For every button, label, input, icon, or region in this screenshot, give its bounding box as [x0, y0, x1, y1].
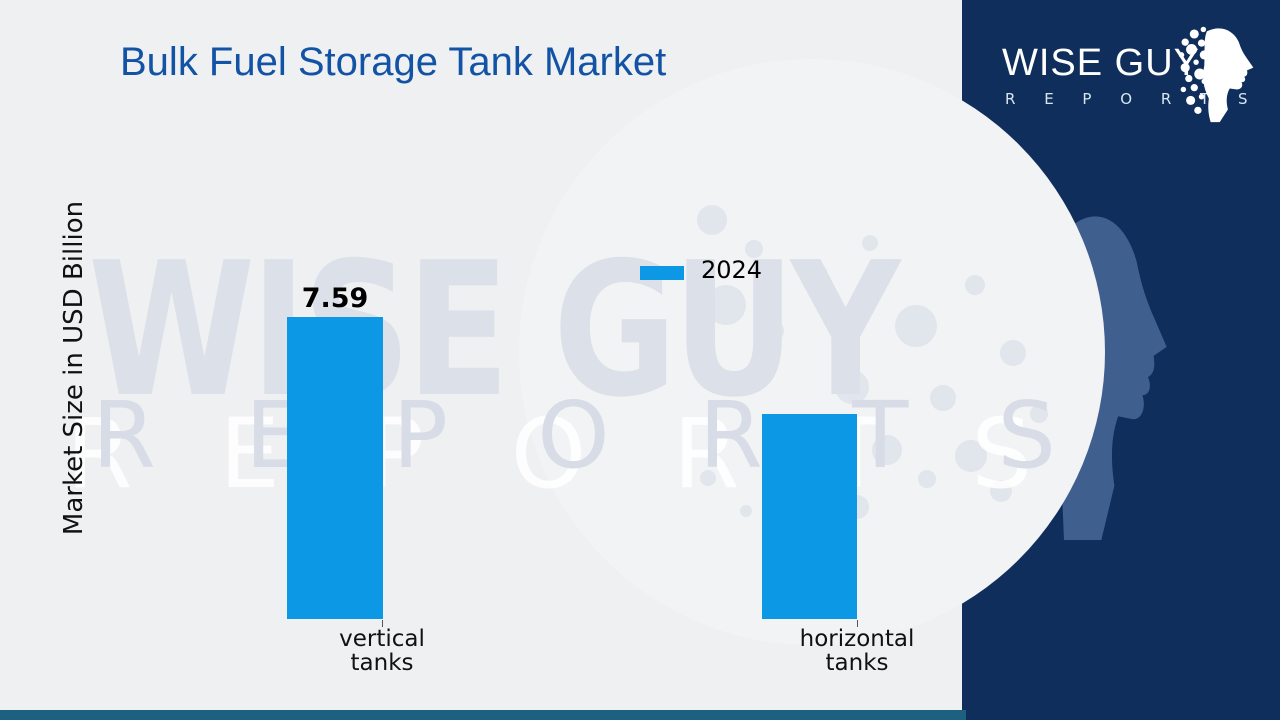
watermark-dot: [930, 385, 956, 411]
x-category-label-vertical-tanks: vertical tanks: [339, 626, 425, 676]
watermark-dot: [800, 262, 828, 290]
x-tick: [382, 620, 383, 627]
watermark-dot: [700, 470, 716, 486]
bottom-accent-bar: [0, 710, 966, 720]
x-tick: [857, 620, 858, 627]
watermark-dot: [740, 505, 752, 517]
watermark-dot: [918, 470, 936, 488]
watermark-dot: [965, 275, 985, 295]
watermark-dot: [745, 240, 763, 258]
watermark-reports-text-white: R E P O R T S: [66, 398, 1061, 510]
watermark-dot: [835, 370, 869, 404]
logo-wiseguy-text: WISE GUY: [1002, 42, 1201, 84]
bar-horizontal-tanks: [762, 414, 857, 619]
watermark-dot: [1000, 340, 1026, 366]
logo-face-icon: [1178, 26, 1254, 123]
watermark-dot: [955, 440, 987, 472]
page-title: Bulk Fuel Storage Tank Market: [120, 40, 667, 84]
x-category-label-horizontal-tanks: horizontal tanks: [799, 626, 915, 676]
legend: 2024: [640, 256, 762, 284]
watermark-dot: [895, 305, 937, 347]
watermark-dot: [872, 435, 902, 465]
y-axis-label: Market Size in USD Billion: [59, 200, 89, 536]
watermark-dot: [697, 205, 727, 235]
watermark-dot: [990, 480, 1012, 502]
watermark-dot: [706, 285, 746, 325]
bar-vertical-tanks: [287, 317, 383, 619]
watermark-reports-text: R E P O R T S: [92, 382, 1086, 489]
watermark-dot: [762, 320, 784, 342]
watermark-dot: [1030, 405, 1048, 423]
legend-label: 2024: [701, 256, 763, 284]
watermark-wiseguy-text: WISE GUY: [88, 222, 901, 438]
legend-swatch: [640, 266, 684, 280]
bar-value-label: 7.59: [301, 283, 369, 314]
watermark-dot: [862, 235, 878, 251]
logo-reports-text: R E P O R T S: [1005, 90, 1260, 108]
